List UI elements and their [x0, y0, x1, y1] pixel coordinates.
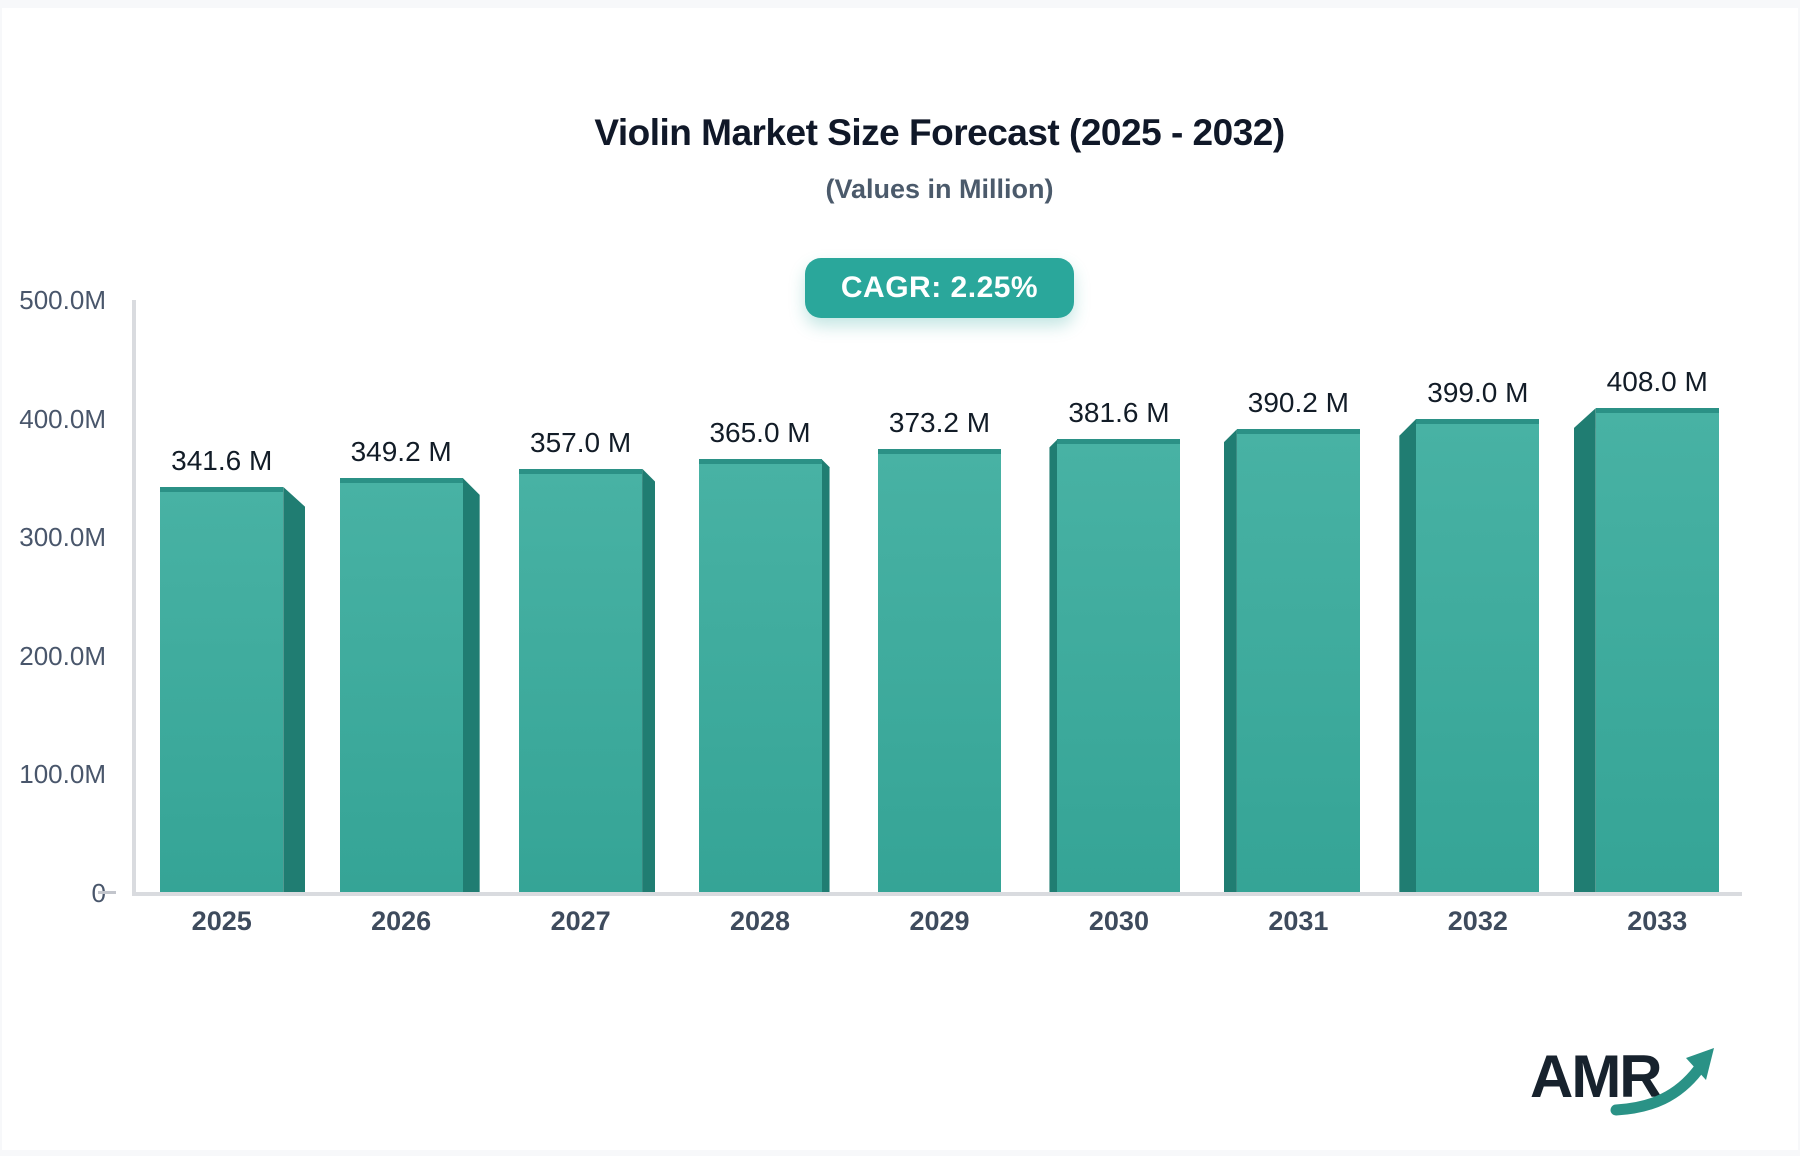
bar [1595, 408, 1719, 892]
bar-top-edge [160, 486, 284, 492]
x-tick-label: 2025 [191, 906, 252, 936]
bar-top-edge [519, 468, 643, 474]
bar-side-panel [1223, 429, 1237, 892]
bar-side-panel [1573, 408, 1596, 892]
cagr-badge-row: CAGR: 2.25% [132, 258, 1747, 318]
bar-top-edge [1416, 418, 1540, 424]
bar [1057, 439, 1181, 892]
chart-title: Violin Market Size Forecast (2025 - 2032… [594, 112, 1285, 153]
bar [1416, 418, 1540, 892]
chart-subtitle: (Values in Million) [825, 174, 1054, 204]
bar-top-edge [1595, 408, 1719, 414]
x-tick-label: 2029 [909, 906, 970, 936]
y-axis-line [132, 300, 136, 894]
bar [698, 459, 822, 892]
bar-side-panel [283, 486, 306, 892]
x-tick-label: 2030 [1088, 906, 1149, 936]
x-tick-label: 2026 [371, 906, 432, 936]
bar-top-edge [698, 459, 822, 465]
bar-value-label: 373.2 M [888, 407, 991, 439]
bar-side-panel [1399, 418, 1417, 892]
x-tick-label: 2033 [1627, 906, 1688, 936]
y-tick-label: 100.0M [19, 759, 106, 790]
bar-top-edge [1236, 429, 1360, 435]
bar-side-panel [462, 477, 480, 892]
bar-top-edge [1057, 439, 1181, 445]
bar-top-edge [878, 449, 1001, 455]
bar-value-label: 390.2 M [1247, 387, 1349, 419]
bar-value-label: 408.0 M [1606, 366, 1708, 398]
y-tick-label: 200.0M [19, 640, 106, 671]
bar [339, 477, 463, 892]
bar-value-label: 399.0 M [1427, 376, 1529, 408]
amr-logo: AMR [1530, 1042, 1730, 1128]
plot-area: 500.0M 400.0M 300.0M 200.0M 100.0M 0 341.6 M 20… [2, 8, 1798, 1150]
chart-card: Violin Market Size Forecast (2025 - 2032… [2, 8, 1798, 1150]
bar-side-panel [821, 459, 830, 892]
bar-value-label: 341.6 M [171, 444, 273, 476]
bar-value-label: 357.0 M [530, 426, 632, 458]
bar [160, 486, 284, 892]
bar-value-label: 349.2 M [350, 435, 452, 467]
bar [878, 449, 1001, 892]
y-tick-label: 0 [2, 877, 106, 909]
bar [519, 468, 643, 892]
bar-side-panel [1049, 439, 1058, 892]
growth-arrow-icon [1610, 1048, 1714, 1116]
y-tick-label: 500.0M [19, 285, 106, 315]
y-tick-label: 300.0M [19, 522, 106, 553]
x-axis-line [132, 892, 1742, 896]
bar [1236, 429, 1360, 892]
cagr-badge: CAGR: 2.25% [804, 258, 1075, 318]
bar-top-edge [339, 477, 463, 483]
x-tick-label: 2032 [1447, 906, 1508, 936]
y-tick-label: 400.0M [19, 403, 106, 434]
y-zero-tick [98, 891, 116, 894]
amr-logo-text: AMR [1530, 1043, 1663, 1110]
bar-value-label: 381.6 M [1068, 397, 1170, 429]
x-tick-label: 2028 [730, 906, 791, 936]
bar-side-panel [642, 468, 656, 892]
x-tick-label: 2027 [550, 906, 611, 936]
bar-value-label: 365.0 M [709, 417, 811, 449]
x-tick-label: 2031 [1268, 906, 1329, 936]
